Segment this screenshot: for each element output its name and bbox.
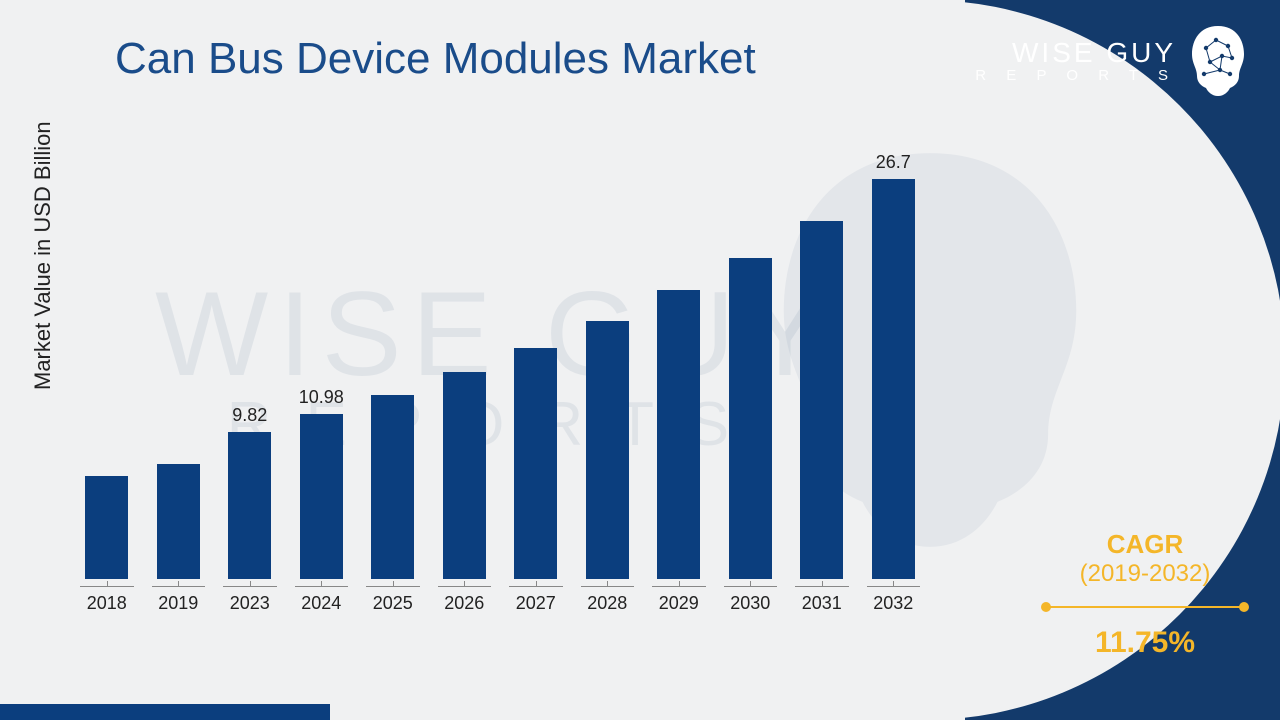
bar-slot: [152, 438, 206, 580]
cagr-box: CAGR (2019-2032) 11.75%: [1040, 529, 1250, 660]
y-axis-label: Market Value in USD Billion: [30, 121, 56, 390]
x-tick-label: 2019: [152, 586, 206, 620]
cagr-value: 11.75%: [1040, 626, 1250, 660]
bar: [872, 179, 915, 580]
bar-value-label: 26.7: [876, 152, 911, 173]
cagr-years: (2019-2032): [1040, 560, 1250, 588]
bar-slot: [795, 195, 849, 580]
bar-slot: 9.82: [223, 405, 277, 579]
x-tick-label: 2026: [438, 586, 492, 620]
bar-slot: [80, 450, 134, 580]
bar: [514, 348, 557, 579]
x-tick-label: 2027: [509, 586, 563, 620]
x-tick-label: 2028: [581, 586, 635, 620]
bar: [800, 221, 843, 580]
bar-slot: [581, 295, 635, 579]
bar-value-label: 9.82: [232, 405, 267, 426]
bars-container: 9.8210.9826.7: [80, 160, 920, 580]
bar: [371, 395, 414, 580]
bar: [85, 476, 128, 580]
logo-head-icon: [1186, 24, 1250, 98]
x-tick-label: 2029: [652, 586, 706, 620]
logo-line1: WISE GUY: [975, 38, 1176, 67]
bar-slot: [724, 232, 778, 579]
x-tick-label: 2032: [867, 586, 921, 620]
bar: [729, 258, 772, 579]
bar: [300, 414, 343, 579]
bar-slot: [366, 369, 420, 580]
x-tick-label: 2030: [724, 586, 778, 620]
bar-slot: [509, 322, 563, 579]
cagr-divider: [1046, 606, 1244, 608]
cagr-label: CAGR: [1040, 529, 1250, 560]
footer-accent-bar: [0, 704, 330, 720]
bar-slot: 10.98: [295, 387, 349, 579]
x-tick-label: 2018: [80, 586, 134, 620]
bar: [586, 321, 629, 579]
bar: [228, 432, 271, 579]
x-axis-labels: 2018 2019 2023 2024 2025 2026 2027 2028 2029 2030…: [80, 586, 920, 620]
bar-value-label: 10.98: [299, 387, 344, 408]
bar: [157, 464, 200, 580]
bar-slot: [438, 346, 492, 579]
bar-slot: 26.7: [867, 152, 921, 580]
x-tick-label: 2025: [366, 586, 420, 620]
x-tick-label: 2031: [795, 586, 849, 620]
x-tick-label: 2023: [223, 586, 277, 620]
logo-line2: R E P O R T S: [975, 68, 1176, 84]
chart-title: Can Bus Device Modules Market: [115, 34, 756, 84]
x-tick-label: 2024: [295, 586, 349, 620]
bar: [657, 290, 700, 580]
bar-chart: 9.8210.9826.7 20182019202320242025202620…: [80, 160, 920, 620]
brand-logo: WISE GUY R E P O R T S: [975, 24, 1250, 98]
bar: [443, 372, 486, 579]
bar-slot: [652, 264, 706, 580]
